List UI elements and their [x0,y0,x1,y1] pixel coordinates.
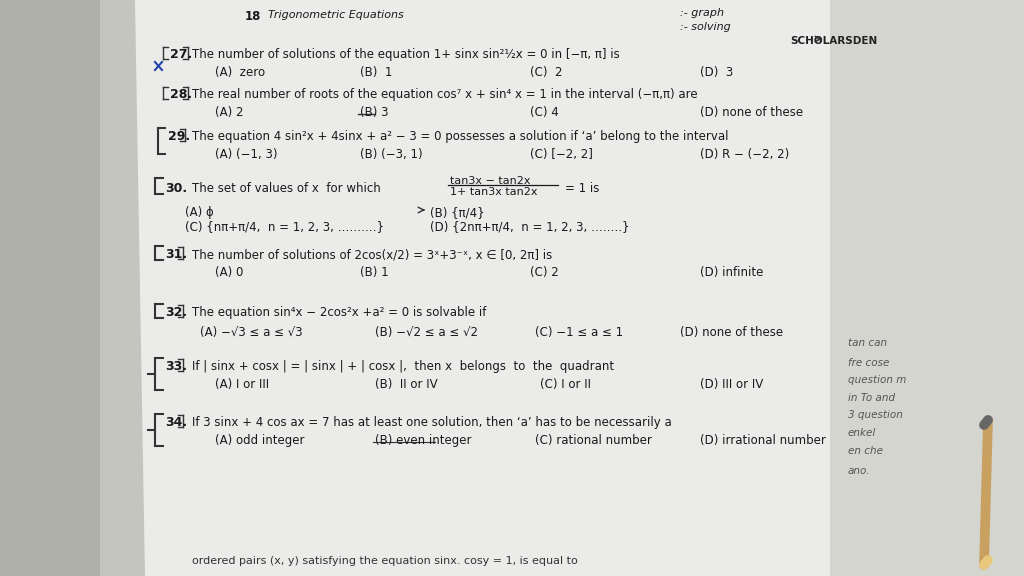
Text: (B) 3: (B) 3 [360,106,388,119]
Text: (A) I or III: (A) I or III [215,378,269,391]
Text: 33.: 33. [165,360,187,373]
Text: tan3x − tan2x: tan3x − tan2x [450,176,530,186]
Text: The equation sin⁴x − 2cos²x +a² = 0 is solvable if: The equation sin⁴x − 2cos²x +a² = 0 is s… [193,306,486,319]
Text: fre cose: fre cose [848,358,890,368]
Text: (C) rational number: (C) rational number [535,434,652,447]
Text: The real number of roots of the equation cos⁷ x + sin⁴ x = 1 in the interval (−π: The real number of roots of the equation… [193,88,697,101]
Text: (D) none of these: (D) none of these [680,326,783,339]
Text: 28.: 28. [170,88,193,101]
Text: The set of values of x  for which: The set of values of x for which [193,182,381,195]
Text: 30.: 30. [165,182,187,195]
Text: (D) irrational number: (D) irrational number [700,434,826,447]
Text: :- solving: :- solving [680,22,731,32]
Text: (C) I or II: (C) I or II [540,378,591,391]
Bar [830,0,1024,576]
Text: (A) odd integer: (A) odd integer [215,434,304,447]
Text: ordered pairs (x, y) satisfying the equation sinx. cosy = 1, is equal to: ordered pairs (x, y) satisfying the equa… [193,556,578,566]
Text: tan can: tan can [848,338,887,348]
Text: Trigonometric Equations: Trigonometric Equations [268,10,403,20]
Text: (D) {2nπ+π/4,  n = 1, 2, 3, ……..}: (D) {2nπ+π/4, n = 1, 2, 3, ……..} [430,220,630,233]
Text: (A) 2: (A) 2 [215,106,244,119]
Text: (B) 1: (B) 1 [360,266,389,279]
Text: (C) 2: (C) 2 [530,266,559,279]
Text: 1+ tan3x tan2x: 1+ tan3x tan2x [450,187,538,197]
Text: 29.: 29. [168,130,190,143]
Text: (B) −√2 ≤ a ≤ √2: (B) −√2 ≤ a ≤ √2 [375,326,478,339]
Text: (A) ϕ: (A) ϕ [185,206,214,219]
Text: The number of solutions of 2cos(x/2) = 3ˣ+3⁻ˣ, x ∈ [0, 2π] is: The number of solutions of 2cos(x/2) = 3… [193,248,552,261]
Text: (B) {π/4}: (B) {π/4} [430,206,484,219]
Text: (A) −√3 ≤ a ≤ √3: (A) −√3 ≤ a ≤ √3 [200,326,303,339]
Text: (B) (−3, 1): (B) (−3, 1) [360,148,423,161]
Text: 32.: 32. [165,306,187,319]
Polygon shape [100,0,145,576]
Text: The number of solutions of the equation 1+ sinx sin²½x = 0 in [−π, π] is: The number of solutions of the equation … [193,48,620,61]
Text: (A) 0: (A) 0 [215,266,244,279]
Text: enkel: enkel [848,428,877,438]
Text: 34.: 34. [165,416,187,429]
Text: 27.: 27. [170,48,193,61]
Text: (A)  zero: (A) zero [215,66,265,79]
Text: The equation 4 sin²x + 4sinx + a² − 3 = 0 possesses a solution if ‘a’ belong to : The equation 4 sin²x + 4sinx + a² − 3 = … [193,130,728,143]
Text: (C) {nπ+π/4,  n = 1, 2, 3, …….…}: (C) {nπ+π/4, n = 1, 2, 3, …….…} [185,220,384,233]
Bar [100,0,930,576]
Text: 18: 18 [245,10,261,23]
Text: (D) none of these: (D) none of these [700,106,803,119]
Text: (D)  3: (D) 3 [700,66,733,79]
Text: 31.: 31. [165,248,187,261]
Text: (B)  II or IV: (B) II or IV [375,378,437,391]
Text: in To and: in To and [848,393,895,403]
Text: (D) III or IV: (D) III or IV [700,378,763,391]
Text: (A) (−1, 3): (A) (−1, 3) [215,148,278,161]
Bar [0,0,130,576]
Text: If 3 sinx + 4 cos ax = 7 has at least one solution, then ‘a’ has to be necessari: If 3 sinx + 4 cos ax = 7 has at least on… [193,416,672,429]
Text: (C) −1 ≤ a ≤ 1: (C) −1 ≤ a ≤ 1 [535,326,624,339]
Text: = 1 is: = 1 is [565,182,599,195]
Text: 3 question: 3 question [848,410,903,420]
Text: (D) infinite: (D) infinite [700,266,763,279]
Text: (C) 4: (C) 4 [530,106,559,119]
Text: (C)  2: (C) 2 [530,66,562,79]
Text: en che: en che [848,446,883,456]
Text: (D) R − (−2, 2): (D) R − (−2, 2) [700,148,790,161]
Text: :- graph: :- graph [680,8,724,18]
Text: question m: question m [848,375,906,385]
Text: ano.: ano. [848,466,870,476]
Text: (C) [−2, 2]: (C) [−2, 2] [530,148,593,161]
Text: (B) even integer: (B) even integer [375,434,471,447]
Text: If | sinx + cosx | = | sinx | + | cosx |,  then x  belongs  to  the  quadrant: If | sinx + cosx | = | sinx | + | cosx |… [193,360,614,373]
Text: (B)  1: (B) 1 [360,66,392,79]
Text: SCHOLARSDEN: SCHOLARSDEN [790,36,878,46]
